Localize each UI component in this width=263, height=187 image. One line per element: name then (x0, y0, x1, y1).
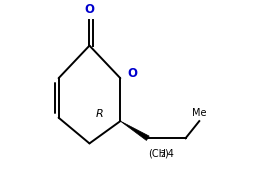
Text: O: O (84, 3, 94, 16)
Text: Me: Me (193, 108, 207, 118)
Text: )4: )4 (164, 148, 174, 159)
Polygon shape (120, 121, 149, 140)
Text: (CH: (CH (148, 148, 166, 159)
Text: O: O (127, 67, 137, 79)
Text: R: R (96, 109, 104, 119)
Text: 2: 2 (161, 150, 166, 159)
